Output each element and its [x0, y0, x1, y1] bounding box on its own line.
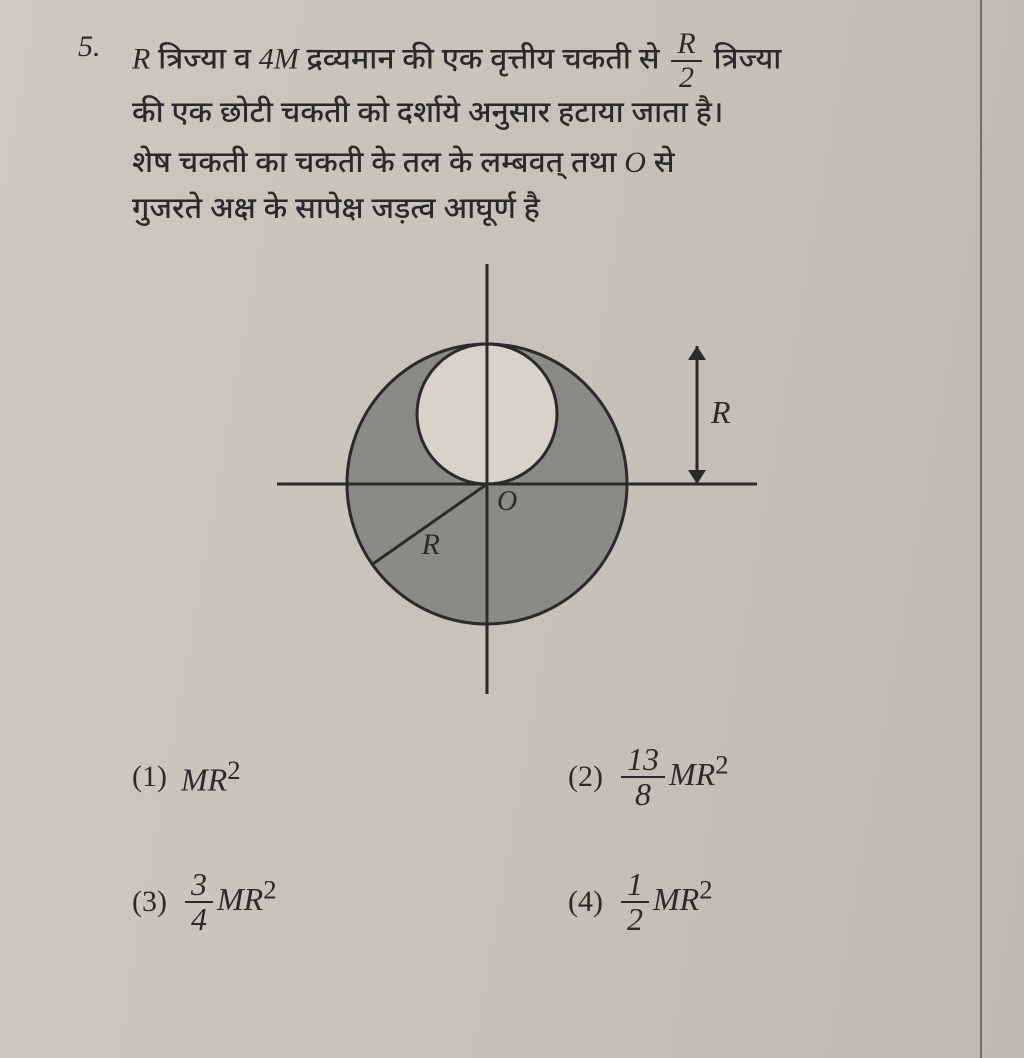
options-grid: (1) MR2 (2) 13 8 MR2 (3) 3 4 MR2: [132, 743, 964, 937]
fraction-numerator: R: [671, 28, 701, 62]
fraction-denominator: 4: [185, 903, 213, 937]
fraction-R-over-2: R2: [671, 28, 701, 93]
inner-radius-label: R: [421, 528, 440, 561]
center-label-O: O: [497, 486, 517, 517]
question-number: 5.: [78, 30, 101, 64]
page-right-rule: [980, 0, 982, 1058]
fraction-13-8: 13 8: [621, 743, 665, 812]
fraction-numerator: 1: [621, 868, 649, 904]
fraction-denominator: 8: [621, 778, 665, 812]
option-2-label: (2): [568, 760, 603, 794]
question-line-1: R त्रिज्या व 4M द्रव्यमान की एक वृत्तीय …: [132, 28, 964, 93]
fraction-numerator: 3: [185, 868, 213, 904]
expr-sup: 2: [699, 874, 712, 904]
text: त्रिज्या व: [150, 43, 258, 82]
var-R: R: [132, 43, 150, 76]
option-3-expr: 3 4 MR2: [181, 868, 277, 937]
expr-MR: MR: [181, 762, 227, 798]
fraction-3-4: 3 4: [185, 868, 213, 937]
fraction-denominator: 2: [621, 903, 649, 937]
page: 5. R त्रिज्या व 4M द्रव्यमान की एक वृत्त…: [0, 0, 1024, 1058]
option-1[interactable]: (1) MR2: [132, 743, 528, 812]
question-text: R त्रिज्या व 4M द्रव्यमान की एक वृत्तीय …: [132, 28, 964, 236]
fraction-denominator: 2: [671, 62, 701, 94]
option-4[interactable]: (4) 1 2 MR2: [568, 868, 964, 937]
fraction-1-2: 1 2: [621, 868, 649, 937]
expr-sup: 2: [715, 749, 728, 779]
var-4M: 4M: [259, 43, 299, 76]
option-1-expr: MR2: [181, 755, 241, 799]
var-O: O: [624, 146, 646, 179]
text: से: [646, 146, 675, 185]
option-4-label: (4): [568, 885, 603, 919]
dim-arrow-top: [688, 346, 706, 360]
fraction-numerator: 13: [621, 743, 665, 779]
expr-sup: 2: [227, 755, 240, 785]
option-2-expr: 13 8 MR2: [617, 743, 729, 812]
option-3-label: (3): [132, 885, 167, 919]
text: त्रिज्या: [706, 43, 782, 82]
dim-arrow-bottom: [688, 470, 706, 484]
disk-figure: O R R: [237, 254, 797, 704]
option-1-label: (1): [132, 760, 167, 794]
expr-MR: MR: [653, 881, 699, 917]
question-line-3: शेष चकती का चकती के तल के लम्बवत् तथा O …: [132, 140, 964, 190]
question-line-2: की एक छोटी चकती को दर्शाये अनुसार हटाया …: [132, 93, 964, 140]
dim-label-R: R: [710, 394, 731, 430]
expr-sup: 2: [263, 874, 276, 904]
option-2[interactable]: (2) 13 8 MR2: [568, 743, 964, 812]
option-4-expr: 1 2 MR2: [617, 868, 713, 937]
text: शेष चकती का चकती के तल के लम्बवत् तथा: [132, 146, 624, 185]
question-line-4: गुजरते अक्ष के सापेक्ष जड़त्व आघूर्ण है: [132, 189, 964, 236]
expr-MR: MR: [669, 755, 715, 791]
expr-MR: MR: [217, 881, 263, 917]
figure-container: O R R: [70, 254, 964, 711]
option-3[interactable]: (3) 3 4 MR2: [132, 868, 528, 937]
text: द्रव्यमान की एक वृत्तीय चकती से: [299, 43, 668, 82]
